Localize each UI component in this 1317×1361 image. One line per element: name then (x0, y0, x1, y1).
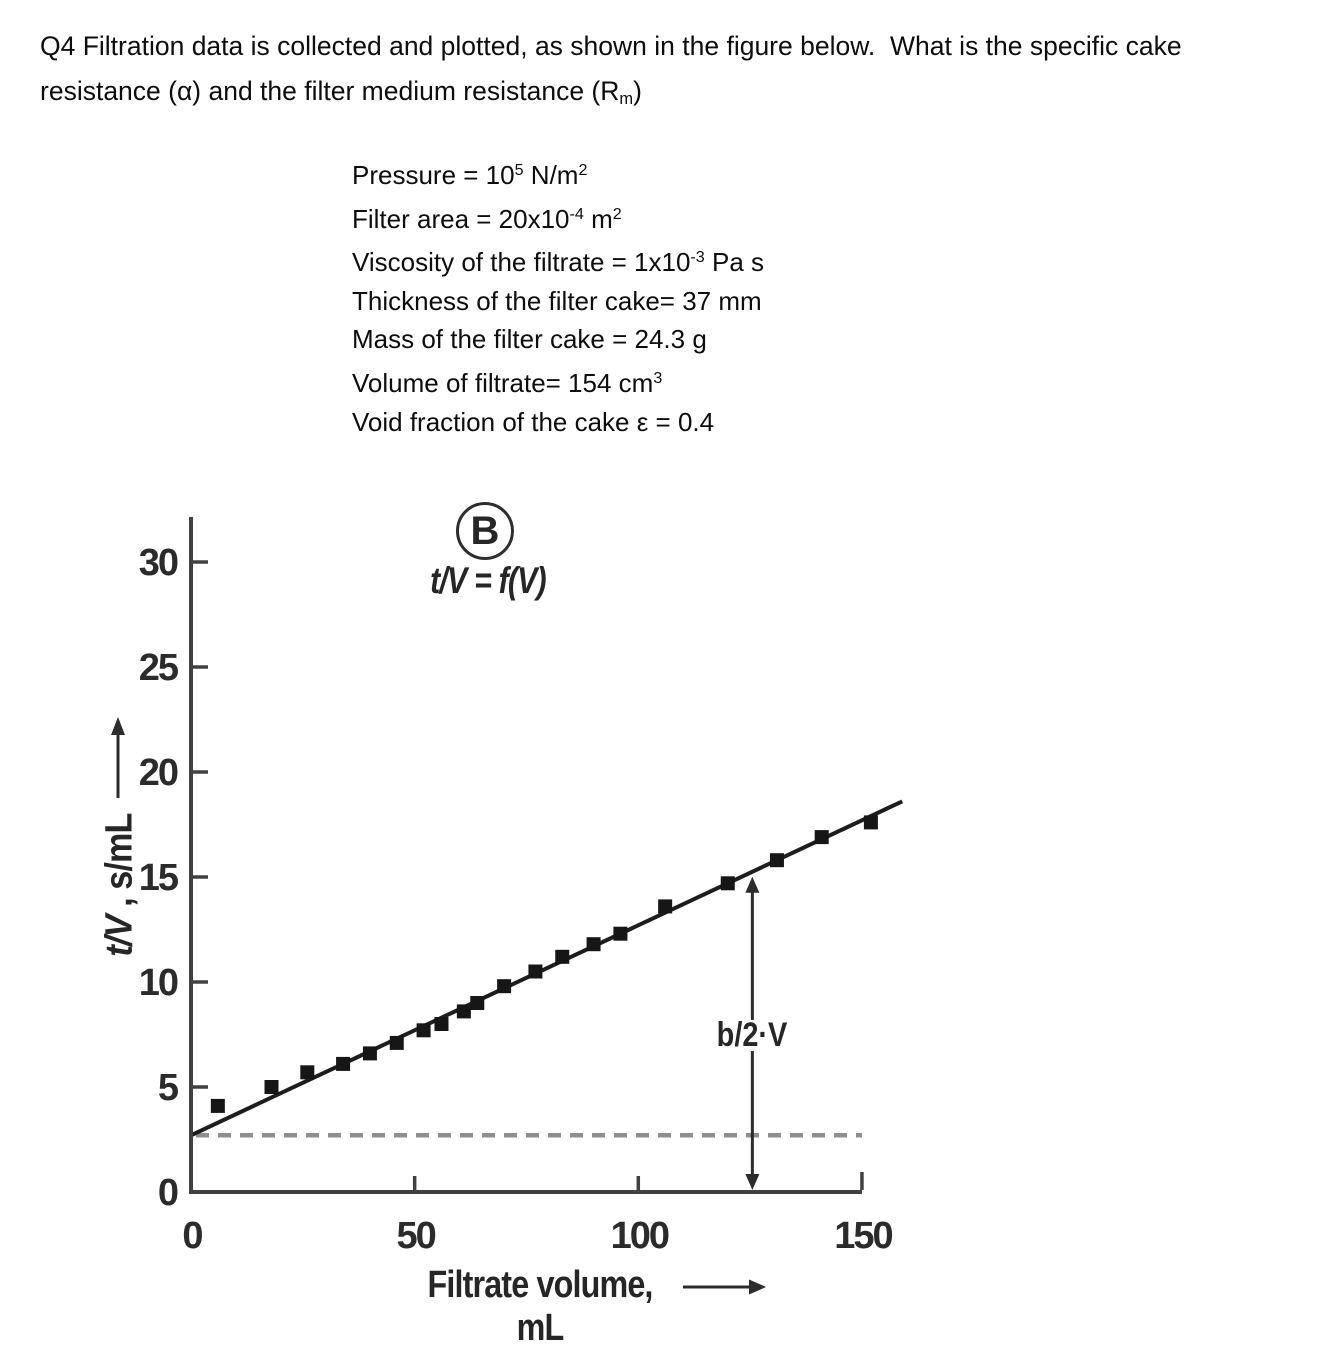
data-point-square (434, 1017, 449, 1031)
data-point-square (613, 926, 628, 941)
data-point-square (497, 979, 512, 994)
text-segment: Filter area = 20x10 (352, 203, 570, 234)
text-segment: Pa s (704, 246, 764, 277)
text-segment: Q4 Filtration data is collected and plot… (40, 31, 1182, 61)
panel-label-text: B (470, 508, 500, 553)
text-line: Volume of filtrate= 154 cm3 (352, 359, 764, 403)
text-line: Void fraction of the cake ε = 0.4 (352, 403, 764, 442)
text-segment: t/V (98, 915, 141, 957)
data-point-square (389, 1035, 404, 1050)
text-line: resistance (α) and the filter medium res… (40, 69, 1292, 122)
x-tick-label: 0 (182, 1215, 202, 1257)
data-point-square (720, 876, 735, 891)
data-point-square (336, 1056, 351, 1071)
text-segment: m (619, 90, 634, 109)
data-point-square (769, 853, 784, 868)
question-text: Q4 Filtration data is collected and plot… (40, 24, 1292, 122)
b2v-annotation-label: b/2·V (716, 1016, 788, 1054)
x-tick-label: 150 (834, 1215, 892, 1257)
x-axis-title: Filtrate volume, mL (427, 1264, 653, 1349)
text-line: Viscosity of the filtrate = 1x10-3 Pa s (352, 238, 764, 282)
y-axis-arrowhead (111, 717, 125, 735)
data-point-square (555, 949, 570, 964)
text-line: Filter area = 20x10-4 m2 (352, 195, 764, 239)
text-segment: 2 (612, 204, 622, 223)
data-point-square (470, 996, 485, 1010)
fit-line (190, 799, 904, 1138)
text-segment: Viscosity of the filtrate = 1x10 (352, 246, 691, 277)
panel-label-b: B (456, 502, 514, 560)
text-segment: m (583, 203, 613, 234)
text-segment: Pressure = 10 (352, 159, 515, 190)
y-tick-label: 5 (158, 1067, 179, 1109)
text-segment: 2 (578, 161, 588, 179)
text-segment: Volume of filtrate= 154 cm (352, 367, 654, 398)
text-line: Thickness of the filter cake= 37 mm (352, 282, 764, 321)
data-point-square (416, 1023, 431, 1038)
text-segment: Mass of the filter cake = 24.3 g (352, 324, 707, 355)
data-point-square (362, 1046, 377, 1061)
given-data-list: Pressure = 105 N/m2 Filter area = 20x10-4… (352, 151, 764, 441)
text-segment: Void fraction of the cake ε = 0.4 (352, 406, 715, 437)
y-tick-label: 15 (139, 857, 179, 899)
text-segment: N/m (523, 159, 579, 190)
text-segment: Thickness of the filter cake= 37 mm (352, 285, 762, 316)
text-segment: -4 (569, 204, 584, 223)
y-tick-label: 20 (139, 752, 178, 794)
x-tick-label: 100 (611, 1215, 669, 1257)
y-tick-label: 30 (139, 542, 178, 584)
y-tick-label: 25 (139, 647, 179, 689)
filtration-chart: 0 5 10 15 20 25 30 0 50 100 150 (111, 517, 904, 1295)
b2v-upper-arrowhead (745, 876, 760, 893)
text-segment: 5 (514, 161, 524, 179)
text-segment: -3 (690, 248, 705, 267)
data-point-square (300, 1065, 315, 1080)
data-point-square (528, 964, 543, 979)
y-axis-title: t/V , s/mL (99, 813, 142, 956)
text-segment: 3 (653, 369, 663, 388)
text-line: Mass of the filter cake = 24.3 g (352, 320, 764, 359)
data-point-square (264, 1080, 279, 1094)
data-point-square (863, 815, 878, 830)
data-point-square (456, 1004, 471, 1019)
data-point-square (210, 1098, 225, 1113)
text-line: Q4 Filtration data is collected and plot… (40, 24, 1292, 69)
text-segment: ) (633, 76, 642, 106)
data-point-square (814, 830, 829, 845)
x-tick-label: 50 (397, 1215, 436, 1257)
data-point-square (586, 937, 601, 952)
y-tick-label: 0 (158, 1172, 178, 1214)
text-segment: , s/mL (98, 813, 141, 916)
text-segment: resistance (α) and the filter medium res… (40, 76, 620, 106)
y-tick-label: 10 (139, 962, 178, 1004)
b2v-lower-arrowhead (745, 1174, 760, 1190)
data-point-square (658, 899, 673, 914)
x-axis-arrowhead (749, 1279, 766, 1295)
chart-subtitle: t/V = f(V) (430, 560, 547, 601)
text-line: Pressure = 105 N/m2 (352, 151, 764, 195)
